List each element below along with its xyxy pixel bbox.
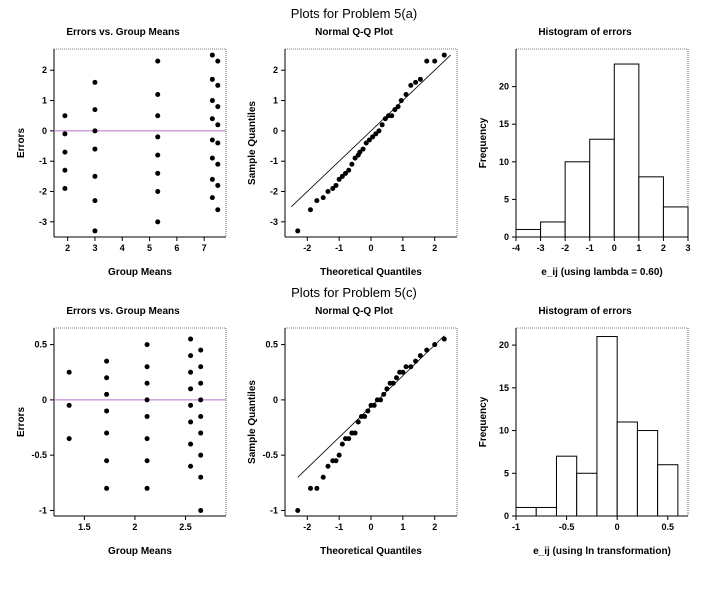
svg-text:2: 2 [65, 243, 70, 253]
svg-text:e_ij (using ln transformation): e_ij (using ln transformation) [533, 546, 671, 557]
svg-text:1.5: 1.5 [78, 522, 91, 532]
panel-c-scatter: Errors vs. Group Means Group Means Errors 1… [12, 300, 234, 560]
svg-text:3: 3 [93, 243, 98, 253]
svg-text:0.5: 0.5 [265, 340, 278, 350]
svg-text:-1: -1 [512, 522, 520, 532]
page: { "titles":{ "section_a":"Plots for Prob… [0, 0, 708, 615]
panel-a-hist: Histogram of errors e_ij (using lambda = … [474, 21, 696, 281]
svg-text:0: 0 [368, 522, 373, 532]
svg-text:10: 10 [499, 157, 509, 167]
svg-text:-0.5: -0.5 [558, 522, 574, 532]
svg-text:0: 0 [504, 232, 509, 242]
svg-text:0.5: 0.5 [661, 522, 674, 532]
svg-text:e_ij (using lambda = 0.60): e_ij (using lambda = 0.60) [541, 267, 662, 278]
svg-text:6: 6 [175, 243, 180, 253]
svg-text:20: 20 [499, 340, 509, 350]
svg-text:2: 2 [133, 522, 138, 532]
svg-text:7: 7 [202, 243, 207, 253]
svg-text:-1: -1 [585, 243, 593, 253]
svg-text:-2: -2 [303, 522, 311, 532]
svg-text:20: 20 [499, 82, 509, 92]
svg-text:-1: -1 [270, 156, 278, 166]
row-c: Errors vs. Group Means Group Means Errors 1… [0, 300, 708, 560]
svg-text:1: 1 [636, 243, 641, 253]
svg-text:0.5: 0.5 [35, 340, 48, 350]
svg-text:Normal Q-Q Plot: Normal Q-Q Plot [315, 27, 393, 38]
svg-text:-2: -2 [270, 187, 278, 197]
svg-text:-1: -1 [335, 243, 343, 253]
svg-text:-2: -2 [303, 243, 311, 253]
svg-text:Theoretical Quantiles: Theoretical Quantiles [320, 546, 422, 557]
svg-text:2: 2 [42, 65, 47, 75]
svg-text:1: 1 [273, 96, 278, 106]
svg-text:-3: -3 [536, 243, 544, 253]
svg-text:0: 0 [42, 126, 47, 136]
svg-text:Theoretical Quantiles: Theoretical Quantiles [320, 267, 422, 278]
svg-text:-1: -1 [39, 156, 47, 166]
svg-text:Frequency: Frequency [478, 396, 489, 447]
svg-text:-2: -2 [561, 243, 569, 253]
svg-text:Histogram of errors: Histogram of errors [538, 306, 632, 317]
svg-text:-3: -3 [39, 217, 47, 227]
svg-text:0: 0 [273, 395, 278, 405]
svg-text:Group Means: Group Means [108, 546, 172, 557]
svg-text:3: 3 [685, 243, 690, 253]
panel-a-scatter: Errors vs. Group Means Group Means Errors 2… [12, 21, 234, 281]
svg-text:2: 2 [432, 243, 437, 253]
svg-text:Sample Quantiles: Sample Quantiles [247, 380, 258, 464]
svg-text:-4: -4 [512, 243, 520, 253]
svg-text:5: 5 [147, 243, 152, 253]
svg-text:0: 0 [504, 511, 509, 521]
svg-text:1: 1 [400, 522, 405, 532]
svg-text:2: 2 [273, 65, 278, 75]
svg-text:0: 0 [368, 243, 373, 253]
svg-text:5: 5 [504, 194, 509, 204]
svg-text:0: 0 [273, 126, 278, 136]
panel-a-qq: Normal Q-Q Plot Theoretical Quantiles Samp… [243, 21, 465, 281]
svg-text:-1: -1 [270, 505, 278, 515]
svg-text:0: 0 [611, 243, 616, 253]
svg-text:4: 4 [120, 243, 125, 253]
svg-text:-3: -3 [270, 217, 278, 227]
svg-text:2.5: 2.5 [180, 522, 193, 532]
svg-text:-1: -1 [39, 505, 47, 515]
panel-c-qq: Normal Q-Q Plot Theoretical Quantiles Samp… [243, 300, 465, 560]
svg-text:0: 0 [614, 522, 619, 532]
svg-text:5: 5 [504, 468, 509, 478]
svg-text:2: 2 [661, 243, 666, 253]
svg-text:Histogram of errors: Histogram of errors [538, 27, 632, 38]
svg-text:-2: -2 [39, 187, 47, 197]
section-title-a: Plots for Problem 5(a) [0, 0, 708, 21]
svg-text:10: 10 [499, 426, 509, 436]
svg-text:Errors vs. Group Means: Errors vs. Group Means [67, 306, 181, 317]
svg-text:Frequency: Frequency [478, 117, 489, 168]
svg-text:Errors vs. Group Means: Errors vs. Group Means [67, 27, 181, 38]
svg-text:15: 15 [499, 383, 509, 393]
svg-text:1: 1 [42, 96, 47, 106]
svg-text:-0.5: -0.5 [262, 450, 278, 460]
panel-c-hist: Histogram of errors e_ij (using ln transf… [474, 300, 696, 560]
svg-text:-1: -1 [335, 522, 343, 532]
svg-text:Errors: Errors [16, 407, 27, 437]
svg-text:1: 1 [400, 243, 405, 253]
svg-text:0: 0 [42, 395, 47, 405]
svg-text:2: 2 [432, 522, 437, 532]
row-a: Errors vs. Group Means Group Means Errors 2… [0, 21, 708, 281]
svg-text:Group Means: Group Means [108, 267, 172, 278]
svg-text:Errors: Errors [16, 128, 27, 158]
section-title-c: Plots for Problem 5(c) [0, 281, 708, 300]
svg-text:-0.5: -0.5 [32, 450, 48, 460]
svg-text:Normal Q-Q Plot: Normal Q-Q Plot [315, 306, 393, 317]
svg-text:15: 15 [499, 119, 509, 129]
svg-text:Sample Quantiles: Sample Quantiles [247, 101, 258, 185]
